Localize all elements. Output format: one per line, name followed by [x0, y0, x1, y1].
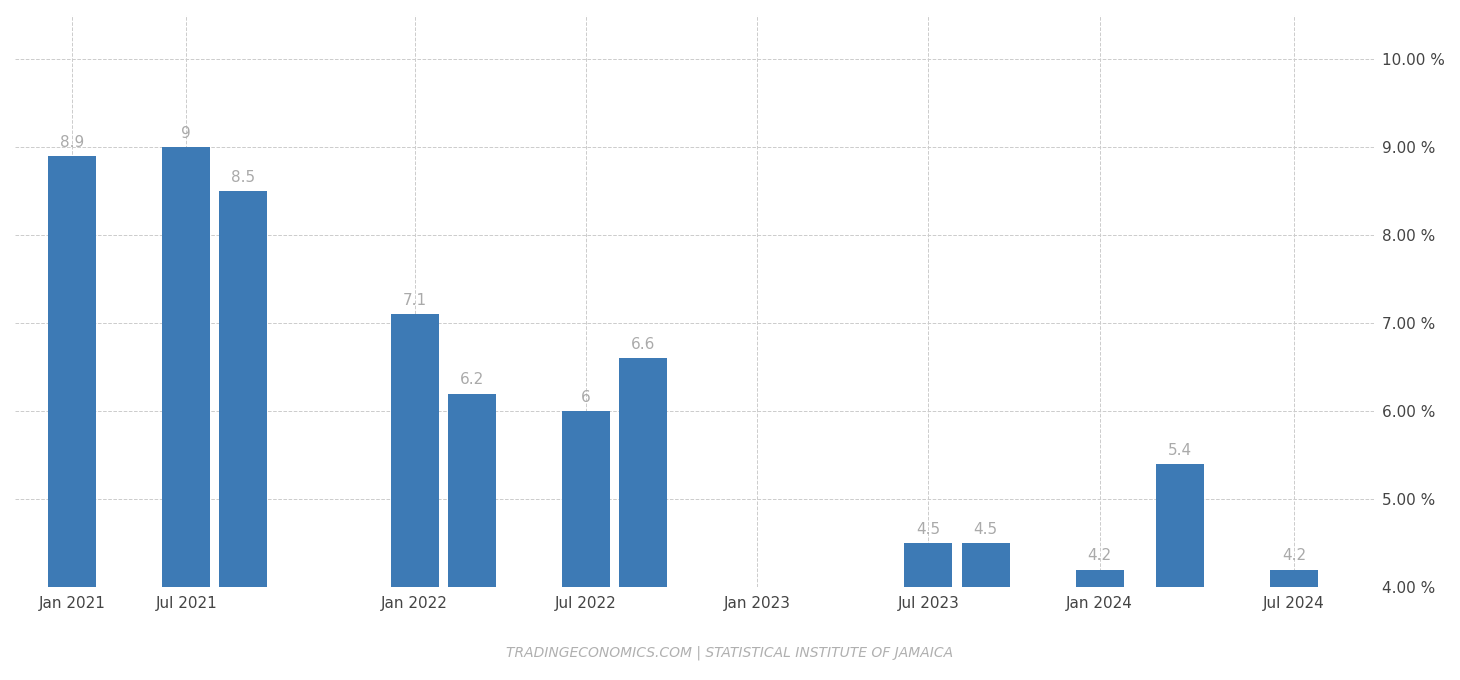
- Bar: [219, 191, 267, 588]
- Text: 9: 9: [181, 126, 191, 141]
- Bar: [962, 543, 1009, 588]
- Text: 4.2: 4.2: [1088, 549, 1113, 564]
- Bar: [1270, 570, 1318, 588]
- Text: 8.5: 8.5: [231, 170, 256, 185]
- Bar: [562, 411, 610, 588]
- Text: 5.4: 5.4: [1168, 443, 1191, 458]
- Text: 8.9: 8.9: [60, 135, 85, 150]
- Bar: [391, 314, 438, 588]
- Text: 4.5: 4.5: [917, 522, 940, 537]
- Text: TRADINGECONOMICS.COM | STATISTICAL INSTITUTE OF JAMAICA: TRADINGECONOMICS.COM | STATISTICAL INSTI…: [507, 645, 953, 660]
- Text: 4.5: 4.5: [974, 522, 997, 537]
- Bar: [619, 358, 667, 588]
- Bar: [162, 147, 210, 588]
- Bar: [48, 156, 96, 588]
- Text: 6.6: 6.6: [631, 337, 656, 352]
- Text: 7.1: 7.1: [403, 293, 426, 308]
- Bar: [1076, 570, 1124, 588]
- Text: 4.2: 4.2: [1282, 549, 1305, 564]
- Text: 6.2: 6.2: [460, 373, 483, 388]
- Bar: [905, 543, 952, 588]
- Bar: [1156, 464, 1203, 588]
- Text: 6: 6: [581, 390, 591, 405]
- Bar: [448, 394, 496, 588]
